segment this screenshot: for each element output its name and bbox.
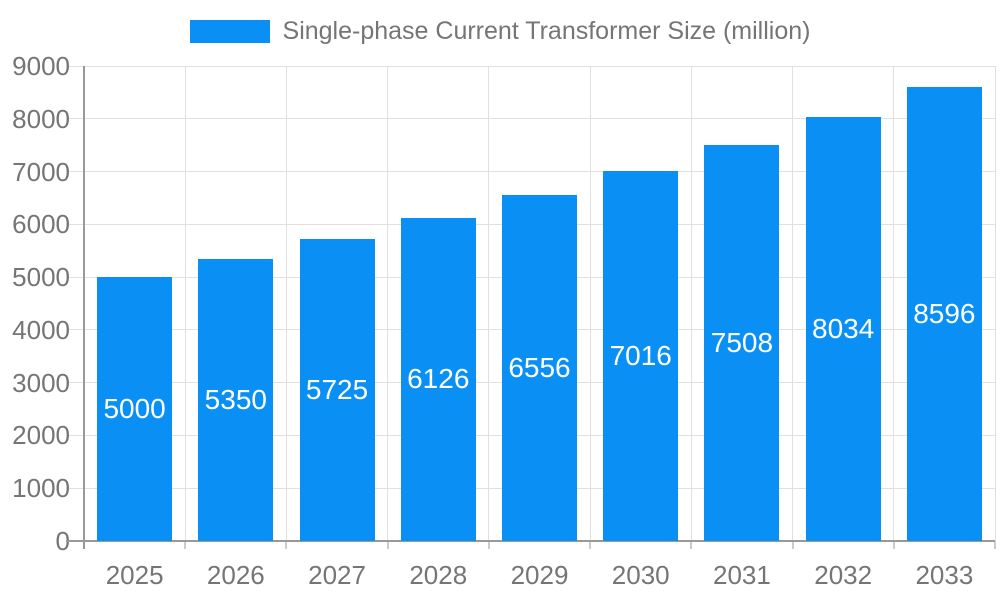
x-axis-label: 2032: [814, 560, 873, 590]
bar-value-label: 5350: [204, 383, 267, 415]
bar-2032[interactable]: [805, 116, 881, 541]
gridline-vertical: [285, 66, 287, 541]
gridline-vertical: [690, 66, 692, 541]
x-axis-label: 2033: [915, 560, 974, 590]
x-axis-tick: [589, 541, 592, 549]
legend-swatch: [189, 19, 270, 43]
bar-value-label: 6556: [508, 351, 571, 383]
gridline-vertical: [184, 66, 186, 541]
y-axis-label: 9000: [12, 51, 70, 81]
x-axis-label: 2030: [611, 560, 670, 590]
y-axis-label: 8000: [12, 103, 70, 134]
x-axis-tick: [285, 541, 288, 549]
bar-2031[interactable]: [704, 144, 780, 541]
y-axis-line: [83, 66, 85, 549]
gridline-vertical: [589, 66, 591, 541]
x-axis-label: 2025: [105, 560, 164, 590]
x-axis-tick: [386, 541, 389, 549]
gridline-vertical: [387, 66, 389, 541]
bar-2028[interactable]: [400, 217, 476, 541]
x-axis-tick: [791, 541, 794, 549]
bar-2029[interactable]: [502, 194, 577, 541]
legend-label: Single-phase Current Transformer Size (m…: [282, 16, 811, 45]
y-axis-label: 2000: [12, 420, 70, 451]
gridline-horizontal: [68, 65, 995, 67]
x-axis-tick: [690, 541, 693, 549]
x-axis-label: 2028: [409, 560, 468, 590]
y-axis-label: 3000: [12, 367, 70, 398]
x-axis-tick: [892, 541, 895, 549]
bar-value-label: 5725: [305, 373, 369, 405]
legend[interactable]: Single-phase Current Transformer Size (m…: [0, 16, 1000, 46]
y-axis-label: 4000: [12, 314, 70, 345]
gridline-vertical: [893, 66, 895, 541]
bar-value-label: 5000: [103, 393, 166, 425]
x-axis-label: 2029: [510, 560, 569, 590]
bar-2027[interactable]: [299, 238, 375, 541]
x-axis-label: 2031: [713, 560, 771, 590]
gridline-horizontal: [68, 171, 995, 173]
bar-2025[interactable]: [97, 277, 173, 541]
bar-2030[interactable]: [603, 170, 679, 541]
bar-value-label: 6126: [407, 363, 470, 395]
y-axis-label: 6000: [12, 209, 70, 240]
gridline-vertical: [792, 66, 794, 541]
gridline-vertical: [488, 66, 490, 541]
bar-value-label: 7016: [609, 339, 672, 371]
x-axis-tick: [487, 541, 490, 549]
x-axis-line: [66, 540, 995, 542]
bar-2026[interactable]: [198, 258, 274, 541]
bar-value-label: 8596: [913, 298, 976, 330]
x-axis-tick: [184, 541, 187, 549]
bar-2033[interactable]: [906, 87, 982, 541]
y-axis-label: 5000: [12, 262, 70, 293]
y-axis-label: 0: [55, 526, 70, 556]
bar-value-label: 8034: [812, 312, 875, 344]
x-axis-tick: [994, 541, 996, 549]
y-axis-label: 1000: [12, 473, 70, 504]
x-axis-label: 2026: [206, 560, 265, 590]
x-axis-label: 2027: [308, 560, 366, 590]
bar-value-label: 7508: [710, 326, 774, 358]
y-axis-label: 7000: [12, 156, 70, 187]
gridline-horizontal: [68, 118, 995, 120]
gridline-vertical: [994, 66, 996, 541]
